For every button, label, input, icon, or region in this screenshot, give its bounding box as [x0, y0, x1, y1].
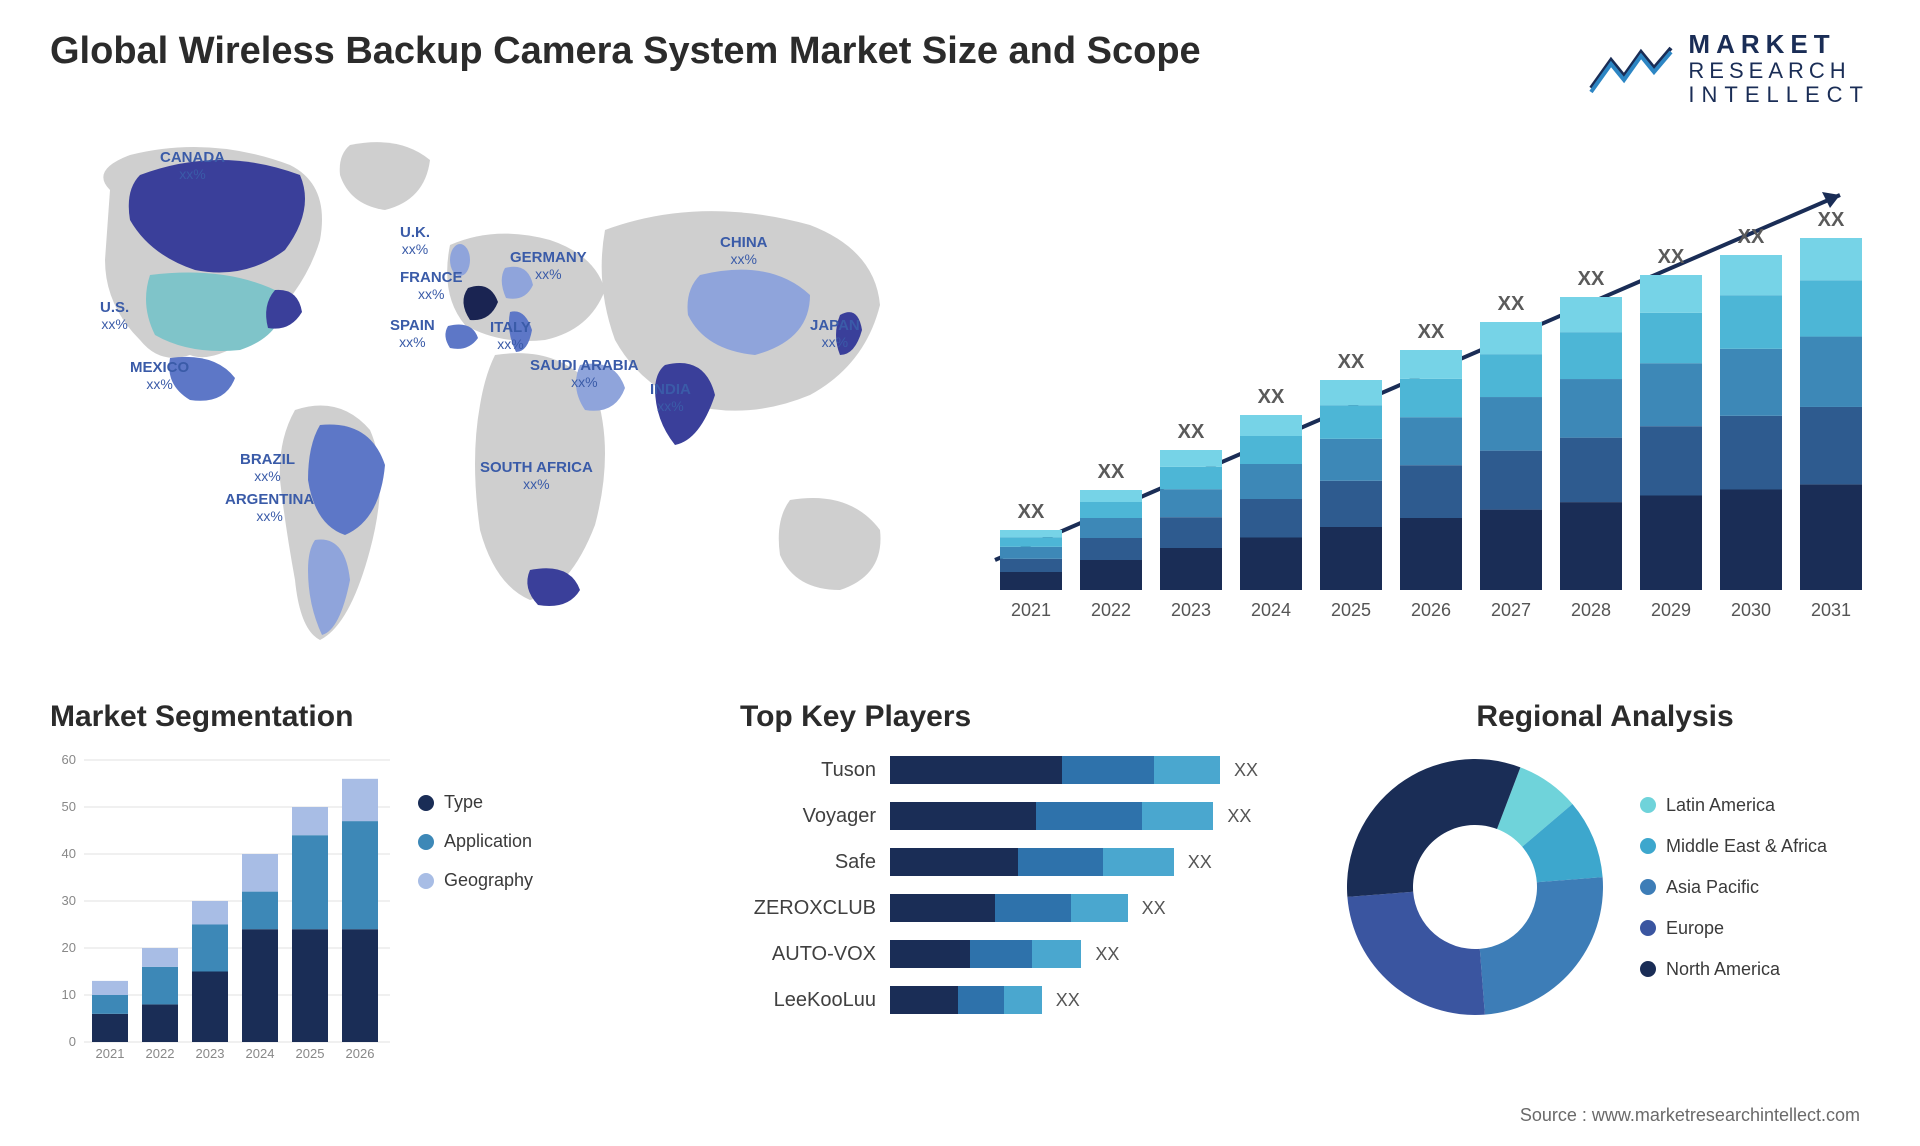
- reg-legend-middle-east---africa: Middle East & Africa: [1640, 836, 1827, 857]
- map-label-brazil: BRAZILxx%: [240, 452, 295, 484]
- svg-text:30: 30: [62, 893, 76, 908]
- svg-text:XX: XX: [1178, 421, 1205, 443]
- svg-text:XX: XX: [1658, 246, 1685, 268]
- kp-row-tuson: Tuson XX: [740, 752, 1300, 788]
- kp-row-voyager: Voyager XX: [740, 798, 1300, 834]
- logo-icon: [1586, 40, 1676, 96]
- svg-text:2021: 2021: [96, 1046, 125, 1061]
- source-attribution: Source : www.marketresearchintellect.com: [1520, 1105, 1860, 1126]
- svg-text:2022: 2022: [1091, 600, 1131, 620]
- svg-text:XX: XX: [1258, 386, 1285, 408]
- brand-logo: MARKET RESEARCH INTELLECT: [1586, 30, 1870, 107]
- growth-bar-chart: XX 2021 XX 2022 XX 2023 XX 2024 XX 2025 XX 2026 XX 20…: [970, 150, 1870, 650]
- kp-value: XX: [1142, 898, 1166, 919]
- kp-value: XX: [1095, 944, 1119, 965]
- kp-value: XX: [1234, 760, 1258, 781]
- svg-text:2024: 2024: [246, 1046, 275, 1061]
- segmentation-legend: Type Application Geography: [418, 752, 533, 1062]
- kp-row-safe: Safe XX: [740, 844, 1300, 880]
- svg-text:10: 10: [62, 987, 76, 1002]
- svg-text:2022: 2022: [146, 1046, 175, 1061]
- svg-text:2023: 2023: [196, 1046, 225, 1061]
- kp-label: ZEROXCLUB: [740, 897, 890, 920]
- segmentation-chart: 0 10 20 30 40 50 60 2021 2022 2023 2024 2025 2026: [50, 752, 390, 1062]
- svg-text:2028: 2028: [1571, 600, 1611, 620]
- svg-text:XX: XX: [1498, 293, 1525, 315]
- kp-label: Tuson: [740, 759, 890, 782]
- kp-label: LeeKooLuu: [740, 989, 890, 1012]
- logo-text-1: MARKET: [1688, 30, 1870, 59]
- kp-row-autovox: AUTO-VOX XX: [740, 936, 1300, 972]
- segmentation-title: Market Segmentation: [50, 700, 600, 734]
- svg-text:0: 0: [69, 1034, 76, 1049]
- svg-text:60: 60: [62, 752, 76, 767]
- market-segmentation-section: Market Segmentation 0 10 20 30 40 50 60 2021 202…: [50, 700, 600, 1062]
- kp-label: Safe: [740, 851, 890, 874]
- key-players-section: Top Key Players TusonXXVoyagerXXSafeXXZE…: [740, 700, 1300, 1028]
- map-label-japan: JAPANxx%: [810, 318, 860, 350]
- regional-legend: Latin America Middle East & Africa Asia Pa…: [1640, 795, 1827, 980]
- logo-text-2: RESEARCH: [1688, 59, 1870, 83]
- kp-row-leekooluu: LeeKooLuu XX: [740, 982, 1300, 1018]
- svg-text:XX: XX: [1018, 501, 1045, 523]
- svg-text:XX: XX: [1098, 461, 1125, 483]
- world-map: CANADAxx% U.S.xx%MEXICOxx% BRAZILxx% ARGENT…: [50, 130, 920, 660]
- svg-text:2026: 2026: [1411, 600, 1451, 620]
- svg-text:20: 20: [62, 940, 76, 955]
- reg-legend-europe: Europe: [1640, 918, 1827, 939]
- svg-text:2031: 2031: [1811, 600, 1851, 620]
- svg-text:2025: 2025: [1331, 600, 1371, 620]
- svg-text:50: 50: [62, 799, 76, 814]
- svg-text:XX: XX: [1578, 268, 1605, 290]
- kp-label: Voyager: [740, 805, 890, 828]
- kp-row-zeroxclub: ZEROXCLUB XX: [740, 890, 1300, 926]
- svg-text:2026: 2026: [346, 1046, 375, 1061]
- map-label-mexico: MEXICOxx%: [130, 360, 189, 392]
- kp-value: XX: [1188, 852, 1212, 873]
- seg-legend-type: Type: [418, 792, 533, 813]
- svg-text:2030: 2030: [1731, 600, 1771, 620]
- map-label-france: FRANCExx%: [400, 270, 463, 302]
- kp-label: AUTO-VOX: [740, 943, 890, 966]
- regional-analysis-section: Regional Analysis Latin America Middle Ea…: [1340, 700, 1870, 1022]
- kp-value: XX: [1227, 806, 1251, 827]
- svg-text:2029: 2029: [1651, 600, 1691, 620]
- svg-text:2023: 2023: [1171, 600, 1211, 620]
- svg-text:2027: 2027: [1491, 600, 1531, 620]
- seg-legend-geography: Geography: [418, 870, 533, 891]
- map-label-canada: CANADAxx%: [160, 150, 225, 182]
- svg-text:40: 40: [62, 846, 76, 861]
- svg-text:2021: 2021: [1011, 600, 1051, 620]
- seg-legend-application: Application: [418, 831, 533, 852]
- svg-text:XX: XX: [1418, 321, 1445, 343]
- svg-text:XX: XX: [1818, 209, 1845, 231]
- map-label-india: INDIAxx%: [650, 382, 691, 414]
- logo-text-3: INTELLECT: [1688, 83, 1870, 107]
- regional-title: Regional Analysis: [1340, 700, 1870, 734]
- svg-text:2025: 2025: [296, 1046, 325, 1061]
- svg-text:XX: XX: [1738, 226, 1765, 248]
- key-players-title: Top Key Players: [740, 700, 1300, 734]
- reg-legend-north-america: North America: [1640, 959, 1827, 980]
- map-label-uk: U.K.xx%: [400, 225, 430, 257]
- kp-value: XX: [1056, 990, 1080, 1011]
- map-label-us: U.S.xx%: [100, 300, 129, 332]
- map-label-argentina: ARGENTINAxx%: [225, 492, 314, 524]
- reg-legend-asia-pacific: Asia Pacific: [1640, 877, 1827, 898]
- page-title: Global Wireless Backup Camera System Mar…: [50, 30, 1201, 73]
- map-label-italy: ITALYxx%: [490, 320, 531, 352]
- map-label-china: CHINAxx%: [720, 235, 768, 267]
- map-label-spain: SPAINxx%: [390, 318, 435, 350]
- map-label-germany: GERMANYxx%: [510, 250, 587, 282]
- svg-text:2024: 2024: [1251, 600, 1291, 620]
- reg-legend-latin-america: Latin America: [1640, 795, 1827, 816]
- map-label-saudiarabia: SAUDI ARABIAxx%: [530, 358, 639, 390]
- regional-donut-chart: [1340, 752, 1610, 1022]
- svg-text:XX: XX: [1338, 351, 1365, 373]
- map-label-southafrica: SOUTH AFRICAxx%: [480, 460, 593, 492]
